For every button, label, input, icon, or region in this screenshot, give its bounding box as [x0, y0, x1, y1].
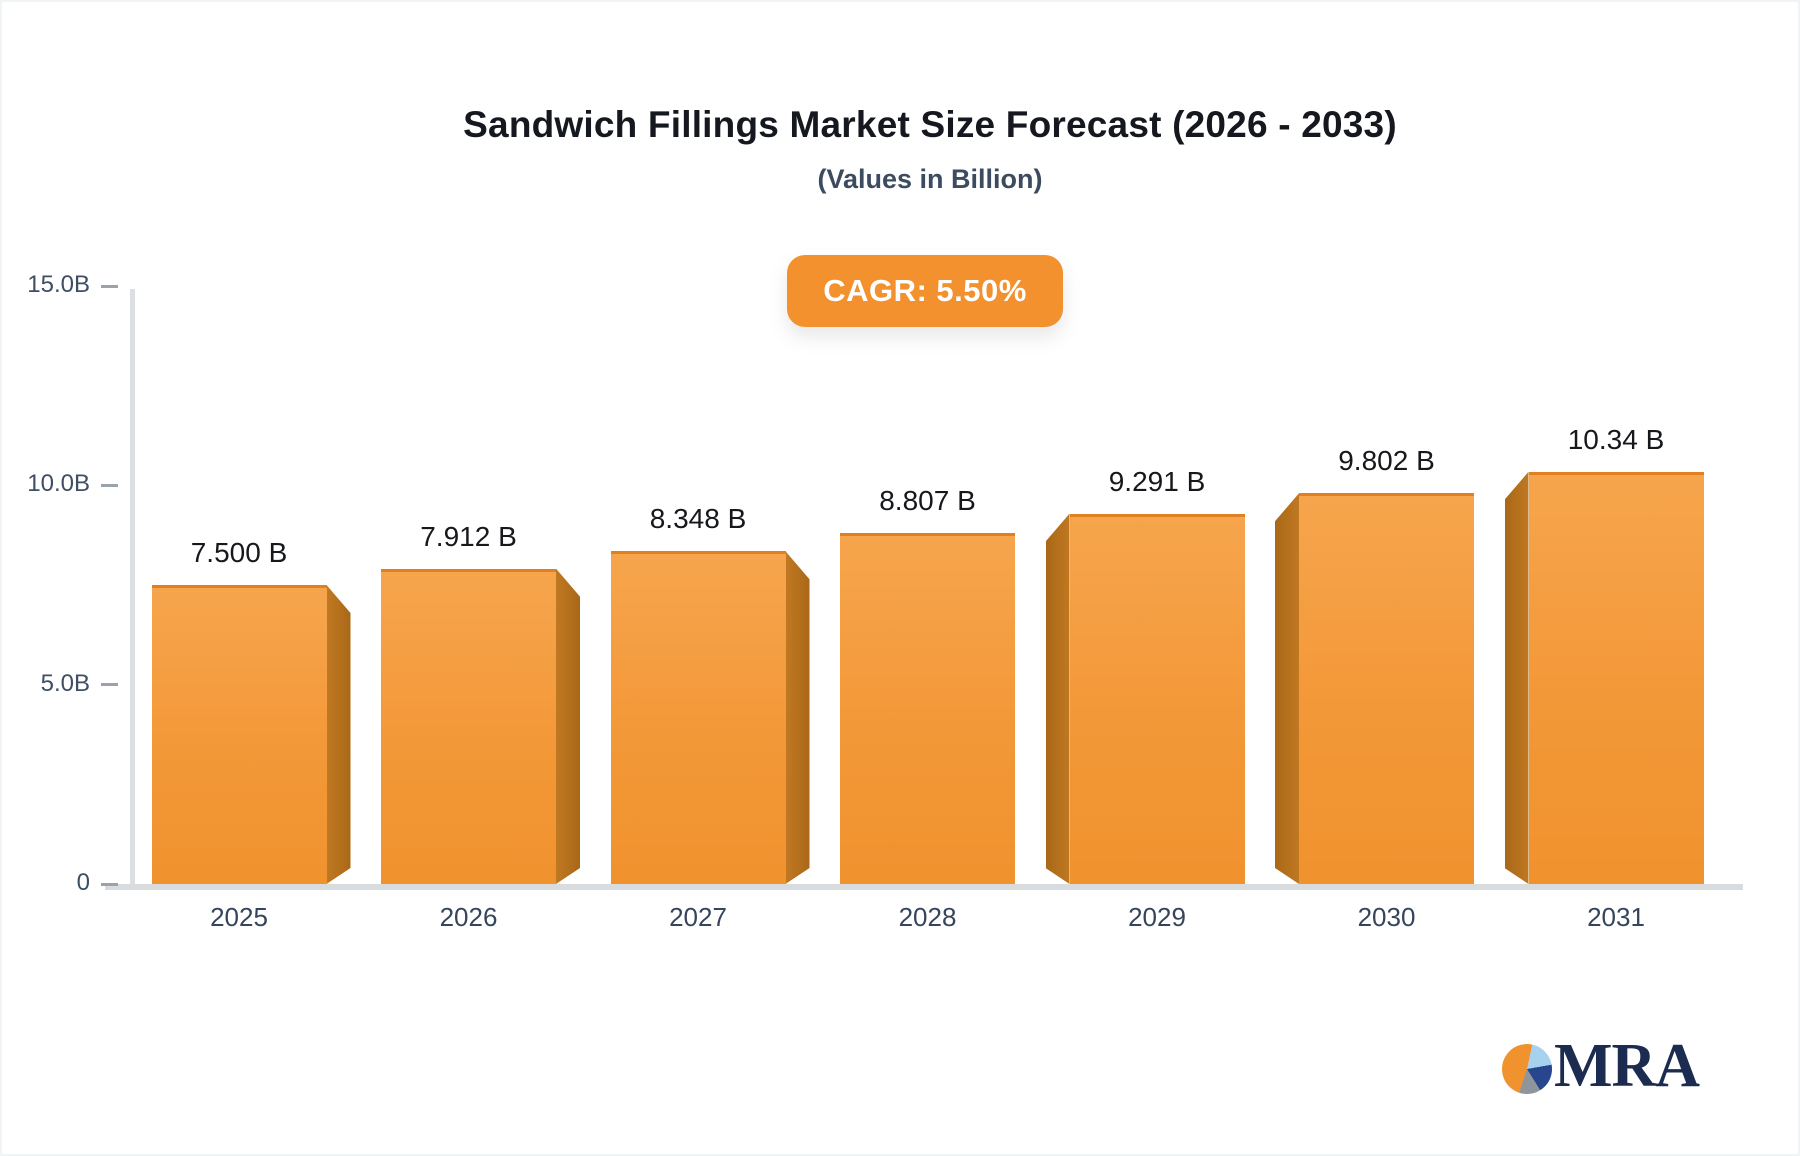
bar-value-label: 10.34 B — [1567, 423, 1665, 455]
y-axis-tick — [101, 284, 118, 288]
bar — [1069, 513, 1245, 884]
x-axis-label: 2027 — [669, 902, 727, 932]
x-axis-label: 2028 — [898, 902, 957, 932]
y-axis-tick-label: 5.0B — [40, 669, 90, 697]
y-axis-tick — [101, 882, 118, 886]
chart-title: Sandwich Fillings Market Size Forecast (… — [463, 104, 1397, 145]
cagr-badge: CAGR: 5.50% — [787, 255, 1063, 327]
bar-3d-side — [556, 569, 580, 884]
bar-face — [610, 551, 786, 884]
y-axis-tick — [101, 683, 118, 687]
cagr-badge-label: CAGR: 5.50% — [823, 273, 1027, 308]
pie-chart-logo-icon — [1502, 1044, 1552, 1094]
bar-value-label: 8.348 B — [649, 503, 747, 535]
bar-face — [151, 585, 327, 884]
bar — [381, 568, 556, 884]
bar-value-label: 8.807 B — [879, 484, 976, 516]
bar-value-label: 7.912 B — [420, 520, 517, 552]
bar — [151, 585, 327, 884]
bar-value-label: 9.291 B — [1108, 465, 1206, 497]
bar-face — [1069, 513, 1245, 884]
y-axis-tick-label: 0 — [76, 869, 90, 896]
bar-3d-side — [327, 585, 351, 884]
mra-logo: MRA — [1502, 1032, 1700, 1100]
y-axis-tick-label: 10.0B — [27, 470, 90, 498]
x-axis-label: 2025 — [210, 902, 268, 932]
bar — [1528, 471, 1704, 884]
bar — [840, 532, 1015, 884]
bar-3d-side — [1505, 472, 1529, 884]
y-axis-tick — [101, 483, 118, 487]
bar-value-label: 9.802 B — [1338, 445, 1435, 477]
x-axis-label: 2029 — [1128, 902, 1186, 932]
chart-subtitle: (Values in Billion) — [817, 164, 1043, 194]
bar-3d-side — [1046, 514, 1070, 884]
bar — [610, 551, 786, 884]
bar-face — [1299, 493, 1474, 884]
bar-face — [381, 568, 556, 884]
bar-face — [840, 532, 1015, 884]
bar-value-label: 7.500 B — [190, 537, 288, 568]
x-axis-label: 2030 — [1357, 902, 1416, 932]
bar-face — [1528, 471, 1704, 884]
bar-3d-side — [1275, 493, 1299, 884]
mra-logo-text: MRA — [1554, 1032, 1700, 1100]
x-axis-label: 2026 — [439, 902, 498, 932]
y-axis-tick-label: 15.0B — [27, 271, 90, 298]
bar — [1299, 493, 1474, 884]
bar-3d-side — [786, 551, 810, 884]
y-axis-line — [130, 289, 135, 887]
x-axis-label: 2031 — [1587, 902, 1645, 932]
x-axis-line — [105, 884, 1743, 890]
